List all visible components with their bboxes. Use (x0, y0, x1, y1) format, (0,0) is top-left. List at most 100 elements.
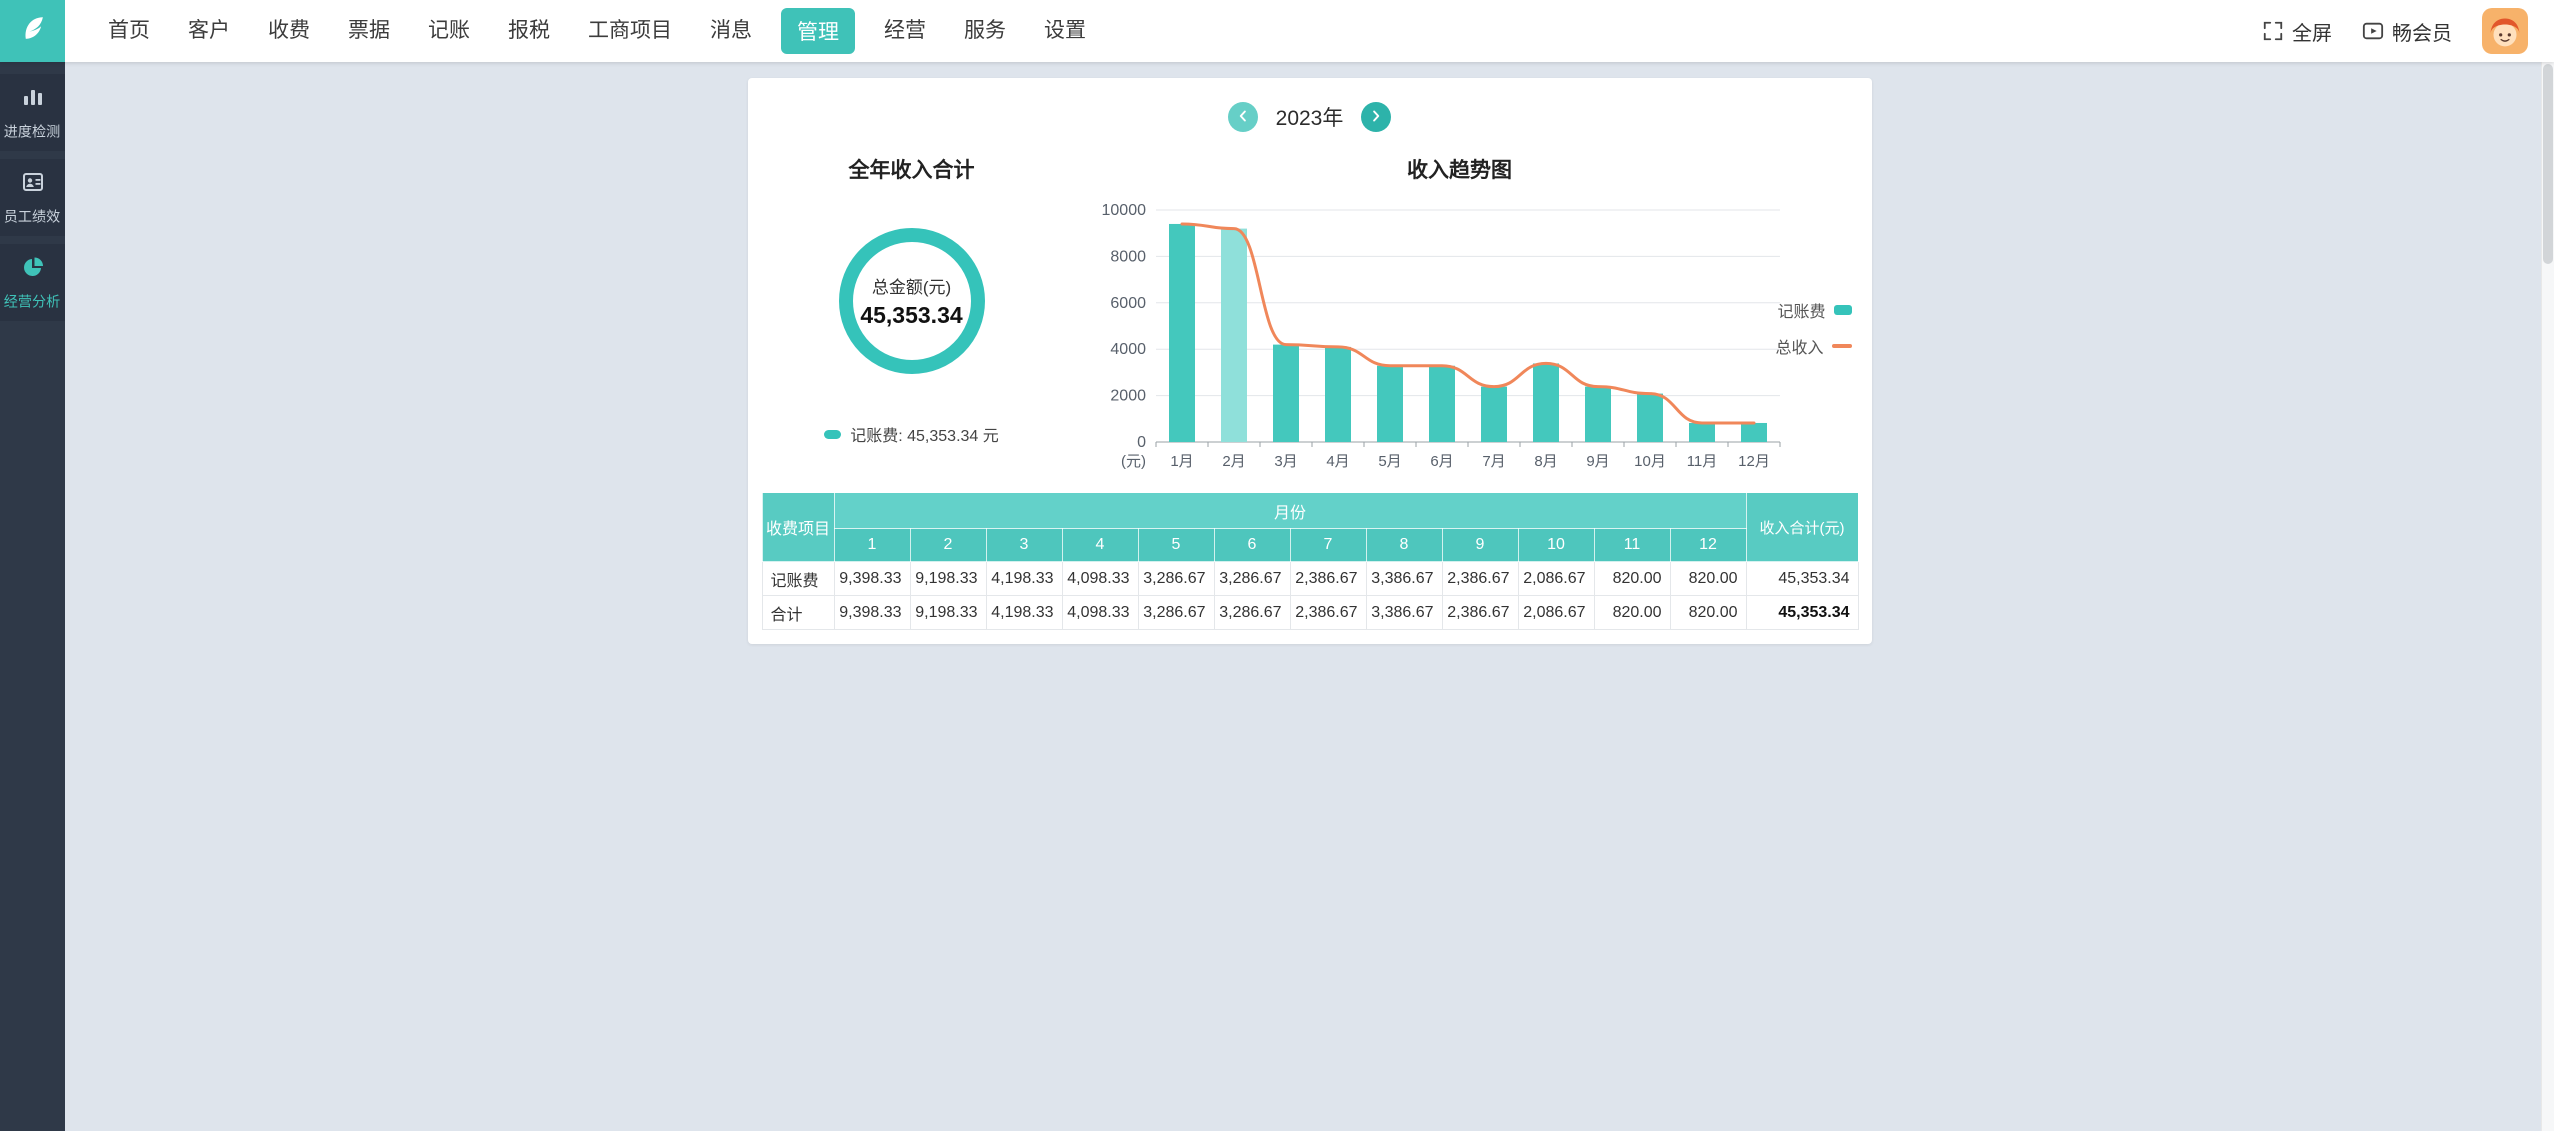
chevron-right-icon (1367, 107, 1385, 128)
sidebar-item-label: 进度检测 (4, 124, 61, 141)
member-button[interactable]: 畅会员 (2362, 17, 2452, 46)
corner-header: 收费项目 (761, 492, 835, 562)
donut-value: 45,353.34 (860, 302, 963, 328)
month-value-cell: 820.00 (1669, 561, 1747, 596)
sidebar-item-label: 经营分析 (4, 294, 61, 311)
income-table: 收费项目 月份 收入合计(元) 1 2 3 4 5 6 7 8 9 10 11 12 记账费 9,398… (761, 492, 1859, 630)
nav-item[interactable]: 消息 (710, 19, 752, 42)
month-value-cell: 820.00 (1593, 595, 1671, 630)
svg-text:6000: 6000 (1110, 295, 1146, 312)
month-value-cell: 9,398.33 (833, 595, 911, 630)
pie-chart-icon (21, 255, 45, 284)
month-header: 9 (1441, 528, 1519, 562)
nav-item[interactable]: 客户 (188, 19, 230, 42)
summary-title: 全年收入合计 (848, 159, 975, 182)
prev-year-button[interactable] (1227, 102, 1258, 132)
month-header: 5 (1137, 528, 1215, 562)
table-row: 记账费 9,398.33 9,198.33 4,198.33 4,098.33 3,286… (761, 561, 1859, 596)
month-value-cell: 9,198.33 (909, 595, 987, 630)
month-value-cell: 2,086.67 (1517, 595, 1595, 630)
month-value-cell: 9,398.33 (833, 561, 911, 596)
svg-text:6月: 6月 (1430, 453, 1453, 470)
svg-text:10月: 10月 (1634, 453, 1666, 470)
member-label: 畅会员 (2392, 22, 2452, 45)
user-avatar[interactable] (2482, 8, 2528, 54)
month-header: 6 (1213, 528, 1291, 562)
member-video-icon (2362, 20, 2384, 42)
month-value-cell: 2,386.67 (1289, 595, 1367, 630)
month-value-cell: 4,198.33 (985, 561, 1063, 596)
nav-item[interactable]: 服务 (964, 19, 1006, 42)
month-header-row: 1 2 3 4 5 6 7 8 9 10 11 12 (762, 528, 1858, 562)
table-row: 合计 9,398.33 9,198.33 4,198.33 4,098.33 3,286.… (761, 595, 1859, 630)
sidebar-item[interactable]: 员工绩效 (0, 159, 65, 236)
nav-item[interactable]: 报税 (508, 19, 550, 42)
line-series-swatch (1831, 344, 1852, 348)
annual-summary-panel: 全年收入合计 总金额(元) 45,353.34 记账费: 45,353.34 元 (762, 158, 1062, 480)
analysis-card: 2023年 全年收入合计 总金额(元) 45,353.34 记账费: 45,35… (747, 78, 1872, 644)
legend-item-fee[interactable]: 记账费 (1777, 298, 1852, 322)
month-header: 10 (1517, 528, 1595, 562)
month-value-cell: 4,198.33 (985, 595, 1063, 630)
month-value-cell: 820.00 (1669, 595, 1747, 630)
svg-text:10000: 10000 (1101, 202, 1146, 219)
month-header: 11 (1593, 528, 1671, 562)
sidebar-item[interactable]: 进度检测 (0, 74, 65, 151)
nav-item[interactable]: 管理 (781, 8, 855, 54)
svg-text:4000: 4000 (1110, 341, 1146, 358)
nav-item[interactable]: 工商项目 (588, 19, 672, 42)
month-value-cell: 3,286.67 (1213, 595, 1291, 630)
month-value-cell: 820.00 (1593, 561, 1671, 596)
dashboard-panels: 全年收入合计 总金额(元) 45,353.34 记账费: 45,353.34 元… (762, 158, 1858, 480)
svg-text:8000: 8000 (1110, 248, 1146, 265)
month-header: 7 (1289, 528, 1367, 562)
top-navbar: 首页 客户 收费 票据 记账 报税 工商项目 消息 管理 经营 服务 设置 全屏 畅会员 (0, 0, 2554, 62)
nav-item[interactable]: 票据 (348, 19, 390, 42)
month-header: 2 (909, 528, 987, 562)
trend-chart-svg: 0 2000 4000 6000 8000 10000 (元) 1月 2月 3月 4月 5月 6月 7月 8… (1101, 202, 1780, 470)
trend-title: 收入趋势图 (1407, 159, 1512, 182)
bar-series-swatch (1833, 305, 1852, 315)
scrollbar-thumb[interactable] (2543, 64, 2553, 264)
svg-text:0: 0 (1137, 434, 1146, 451)
svg-text:9月: 9月 (1586, 453, 1609, 470)
nav-item[interactable]: 经营 (884, 19, 926, 42)
next-year-button[interactable] (1361, 102, 1392, 132)
svg-text:12月: 12月 (1738, 453, 1770, 470)
svg-text:5月: 5月 (1378, 453, 1401, 470)
main-content: 2023年 全年收入合计 总金额(元) 45,353.34 记账费: 45,35… (65, 62, 2554, 1131)
month-value-cell: 2,386.67 (1441, 595, 1519, 630)
nav-item[interactable]: 记账 (428, 19, 470, 42)
month-value-cell: 3,386.67 (1365, 595, 1443, 630)
donut-label: 总金额(元) (871, 278, 952, 297)
total-amount-donut: 总金额(元) 45,353.34 (838, 228, 985, 374)
summary-legend: 记账费: 45,353.34 元 (824, 422, 999, 446)
row-total-cell: 45,353.34 (1745, 595, 1859, 630)
month-value-cell: 3,286.67 (1137, 595, 1215, 630)
badge-icon (21, 170, 45, 199)
month-value-cell: 3,286.67 (1137, 561, 1215, 596)
svg-text:11月: 11月 (1686, 453, 1717, 470)
fullscreen-icon (2262, 20, 2284, 42)
svg-text:2000: 2000 (1110, 388, 1146, 405)
trend-chart-panel: 收入趋势图 0 2000 4000 6000 8000 10000 (元) 1月 2月 3月 4月 5… (1062, 158, 1858, 480)
svg-text:(元): (元) (1121, 453, 1146, 470)
year-selector: 2023年 (762, 102, 1858, 132)
chart-legend: 记账费 总收入 (1775, 298, 1852, 358)
month-header: 4 (1061, 528, 1139, 562)
nav-item[interactable]: 首页 (108, 19, 150, 42)
month-value-cell: 2,386.67 (1441, 561, 1519, 596)
row-label: 记账费 (761, 561, 835, 596)
app-logo[interactable] (0, 0, 65, 62)
fee-legend-marker (824, 429, 842, 439)
sidebar-item[interactable]: 经营分析 (0, 244, 65, 321)
scrollbar-track[interactable] (2541, 62, 2554, 1131)
nav-right-tools: 全屏 畅会员 (2262, 8, 2554, 54)
nav-item[interactable]: 收费 (268, 19, 310, 42)
month-value-cell: 4,098.33 (1061, 595, 1139, 630)
legend-item-total[interactable]: 总收入 (1775, 334, 1852, 358)
row-label: 合计 (761, 595, 835, 630)
fullscreen-button[interactable]: 全屏 (2262, 17, 2332, 46)
nav-item[interactable]: 设置 (1044, 19, 1086, 42)
year-label: 2023年 (1275, 107, 1344, 130)
